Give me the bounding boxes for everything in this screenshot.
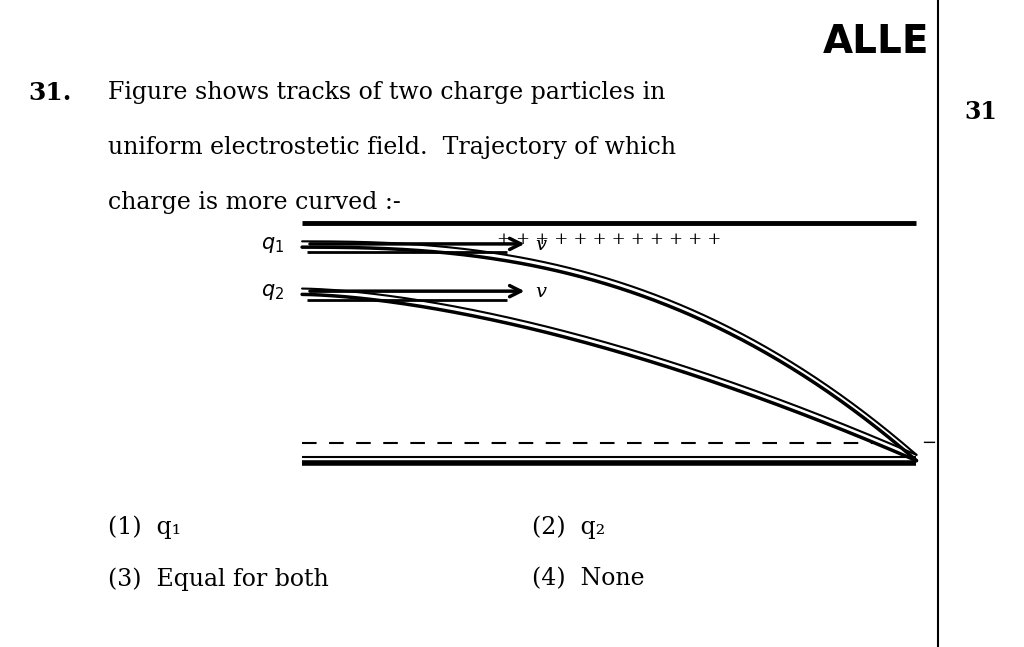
Text: Figure shows tracks of two charge particles in: Figure shows tracks of two charge partic… bbox=[108, 81, 665, 104]
Text: −: − bbox=[922, 434, 937, 452]
Text: $q_1$: $q_1$ bbox=[260, 236, 284, 255]
Text: + + + + + + + + + + + +: + + + + + + + + + + + + bbox=[498, 231, 721, 248]
Text: (1)  q₁: (1) q₁ bbox=[108, 516, 180, 539]
Text: ALLE: ALLE bbox=[823, 23, 930, 61]
Text: v: v bbox=[536, 236, 547, 254]
Text: (3)  Equal for both: (3) Equal for both bbox=[108, 567, 329, 591]
Text: v: v bbox=[536, 283, 547, 302]
Text: 31.: 31. bbox=[29, 81, 72, 105]
Text: uniform electrostetic field.  Trajectory of which: uniform electrostetic field. Trajectory … bbox=[108, 136, 676, 159]
Text: (2)  q₂: (2) q₂ bbox=[532, 516, 606, 539]
Text: charge is more curved :-: charge is more curved :- bbox=[108, 191, 400, 214]
Text: $q_2$: $q_2$ bbox=[260, 283, 284, 302]
Text: (4)  None: (4) None bbox=[532, 567, 645, 591]
Text: 31: 31 bbox=[965, 100, 997, 124]
